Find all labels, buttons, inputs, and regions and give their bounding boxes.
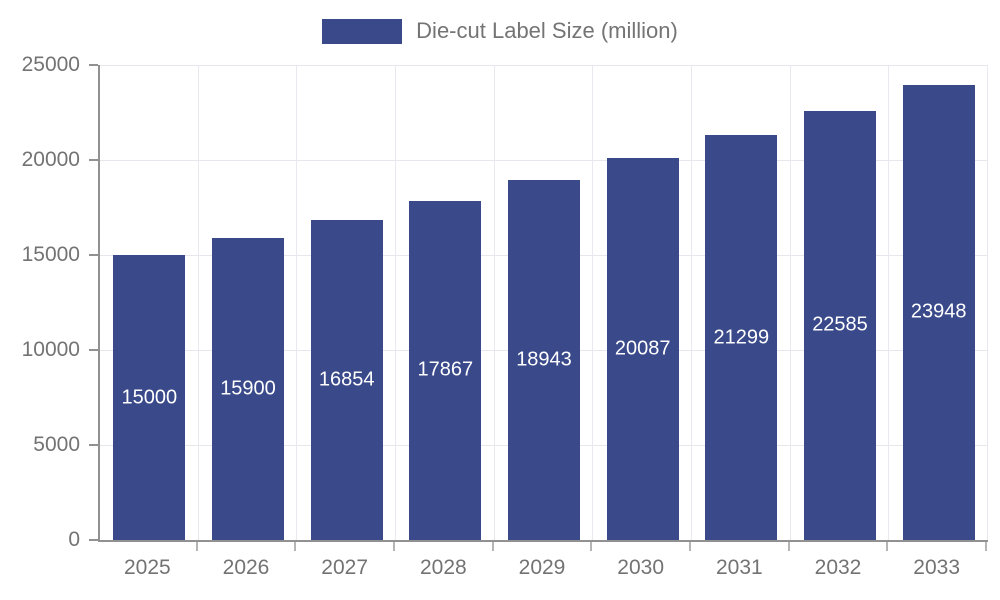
bar [705, 135, 778, 540]
y-axis-tick-mark [89, 349, 98, 351]
y-axis-tick-mark [89, 254, 98, 256]
x-axis-tick-label: 2028 [419, 556, 467, 579]
y-axis-tick-label: 20000 [21, 148, 80, 171]
x-axis-tick-label: 2025 [123, 556, 171, 579]
vertical-gridline [987, 65, 988, 540]
vertical-gridline [395, 65, 396, 540]
vertical-gridline [493, 65, 495, 540]
bar-value-label: 22585 [812, 313, 868, 336]
bar [508, 180, 580, 540]
x-axis-tick-mark [689, 542, 691, 551]
bar [409, 200, 482, 540]
horizontal-gridline [100, 65, 988, 66]
x-axis-tick-mark [886, 542, 889, 551]
y-axis-tick-mark [89, 539, 98, 541]
y-axis-tick-label: 10000 [21, 338, 80, 361]
y-axis-tick-label: 25000 [21, 53, 80, 76]
bar-value-label: 17867 [417, 358, 474, 381]
bar [310, 219, 383, 540]
x-axis-tick-label: 2029 [518, 556, 566, 579]
y-axis-tick-label: 5000 [33, 433, 80, 456]
y-axis-tick-mark [89, 64, 98, 66]
x-axis-tick-label: 2031 [715, 556, 763, 579]
x-axis-tick-mark [590, 542, 593, 551]
vertical-gridline [691, 65, 692, 540]
bar-value-label: 20087 [614, 337, 671, 360]
x-axis-tick-mark [787, 542, 790, 551]
y-axis-tick-label: 0 [68, 528, 80, 551]
y-axis-tick-label: 15000 [21, 243, 80, 266]
y-axis-tick-mark [89, 159, 98, 161]
x-axis-tick-mark [491, 542, 494, 551]
x-axis-tick-mark [985, 542, 987, 551]
bar [804, 110, 876, 540]
x-axis-tick-label: 2030 [617, 556, 665, 579]
x-axis-tick-label: 2026 [222, 556, 270, 579]
x-axis-tick-mark [195, 542, 198, 551]
x-axis-tick-label: 2032 [814, 556, 862, 579]
vertical-gridline [888, 65, 890, 540]
x-axis-tick-mark [393, 542, 395, 551]
legend-label: Die-cut Label Size (million) [416, 18, 678, 43]
bar [212, 237, 284, 540]
horizontal-gridline [100, 160, 988, 161]
vertical-gridline [789, 65, 791, 540]
x-axis-tick-label: 2033 [913, 556, 961, 579]
bar [606, 158, 679, 540]
bar-value-label: 18943 [516, 348, 572, 371]
bar-value-label: 15000 [121, 386, 178, 408]
y-axis-tick-mark [89, 444, 98, 446]
x-axis-tick-label: 2027 [321, 556, 369, 579]
bar-value-label: 23948 [910, 300, 967, 323]
bar-value-label: 16854 [318, 368, 375, 391]
bar-value-label: 15900 [220, 377, 276, 400]
vertical-gridline [296, 65, 298, 540]
legend-swatch [322, 18, 403, 44]
x-axis-tick-mark [294, 542, 297, 551]
bar-value-label: 21299 [713, 326, 770, 349]
vertical-gridline [592, 65, 594, 540]
bar [113, 255, 186, 540]
bar [902, 84, 975, 540]
plot-area: 15000 15900 16854 17867 18943 20087 21299 22585… [98, 65, 988, 542]
legend-item[interactable]: Die-cut Label Size (million) [0, 14, 1000, 48]
vertical-gridline [197, 65, 199, 540]
